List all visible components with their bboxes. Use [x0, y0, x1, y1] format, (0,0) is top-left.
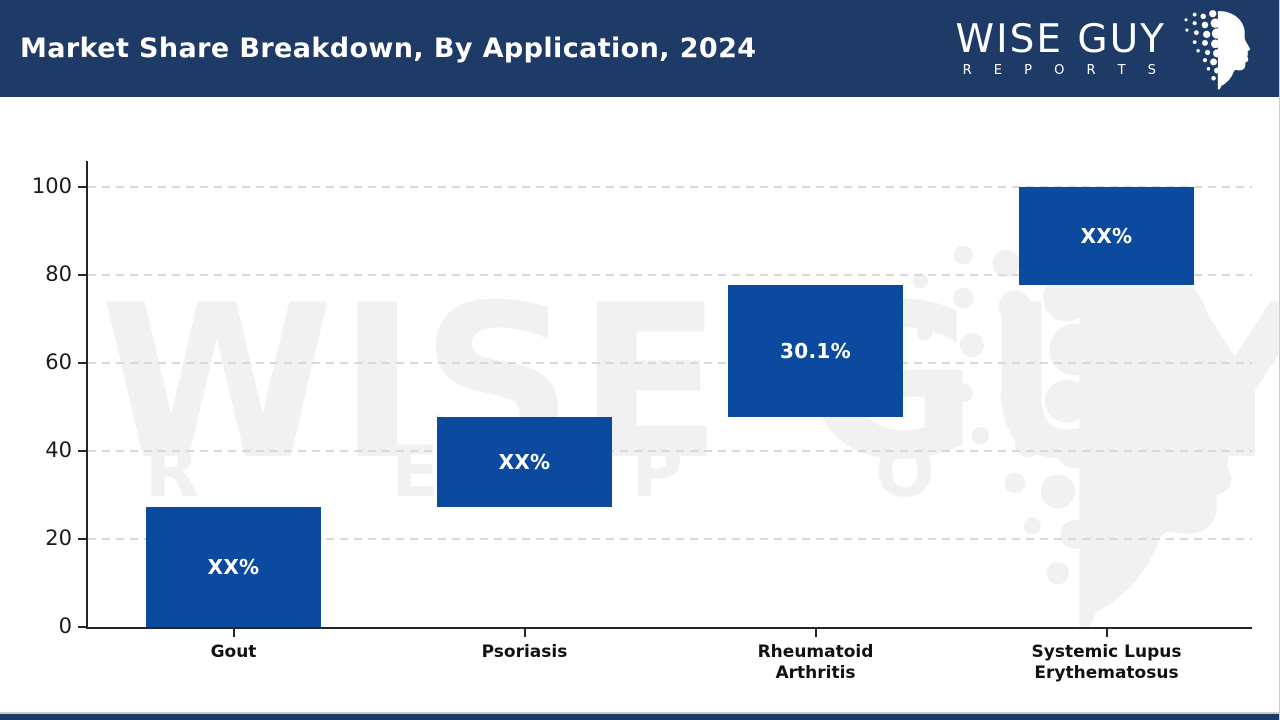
- logo-wordmark: WISE GUY: [955, 16, 1166, 62]
- gridline-y-20: [88, 538, 1252, 540]
- header-bar: Market Share Breakdown, By Application, …: [0, 0, 1279, 97]
- y-axis-tick-mark: [78, 450, 88, 452]
- logo-wordmark-group: WISE GUY R E P O R T S: [956, 20, 1166, 78]
- x-axis-category-label: Psoriasis: [481, 642, 568, 662]
- bar-psoriasis: XX%: [437, 417, 612, 507]
- gridline-y-40: [88, 450, 1252, 452]
- x-axis-tick-mark: [814, 629, 817, 637]
- y-axis-tick-mark: [78, 186, 88, 188]
- bar-rheumatoid-arthritis: 30.1%: [728, 284, 903, 418]
- wise-guy-reports-logo: WISE GUY R E P O R T S: [956, 6, 1254, 92]
- watermark-face-icon: [912, 232, 1240, 630]
- footer-bar: [0, 712, 1279, 720]
- y-axis-tick-label: 60: [45, 350, 72, 374]
- bar-gout: XX%: [146, 506, 321, 627]
- gridline-y-60: [88, 362, 1252, 364]
- bar-value-label: 30.1%: [780, 338, 851, 363]
- bar-value-label: XX%: [207, 554, 260, 579]
- x-axis-tick-mark: [232, 629, 235, 637]
- y-axis-tick-label: 40: [45, 438, 72, 462]
- y-axis-tick-label: 80: [45, 262, 72, 286]
- y-axis-line: [86, 161, 88, 629]
- x-axis-category-label: Gout: [210, 642, 257, 662]
- y-axis-tick-label: 0: [58, 614, 72, 638]
- y-axis-tick-mark: [78, 362, 88, 364]
- logo-subtext: R E P O R T S: [962, 62, 1165, 78]
- chart-title: Market Share Breakdown, By Application, …: [20, 33, 757, 64]
- x-axis-category-label: Systemic Lupus Erythematosus: [1031, 642, 1182, 683]
- x-axis-tick-mark: [523, 629, 526, 637]
- y-axis-tick-mark: [78, 626, 88, 628]
- logo-face-icon: [1184, 9, 1250, 89]
- x-axis-line: [86, 627, 1252, 629]
- bar-value-label: XX%: [498, 449, 551, 474]
- y-axis-tick-label: 100: [31, 174, 72, 198]
- bar-systemic-lupus-erythematosus: XX%: [1019, 187, 1194, 285]
- y-axis-tick-mark: [78, 274, 88, 276]
- x-axis-tick-mark: [1105, 629, 1108, 637]
- x-axis-category-label: Rheumatoid Arthritis: [757, 642, 874, 683]
- bar-value-label: XX%: [1080, 223, 1133, 248]
- y-axis-tick-label: 20: [45, 526, 72, 550]
- chart-region: WISE GUY R E P O R T S 020406080100XX%Go…: [0, 97, 1279, 712]
- gridline-y-80: [88, 274, 1252, 276]
- y-axis-tick-mark: [78, 538, 88, 540]
- gridline-y-100: [88, 186, 1252, 188]
